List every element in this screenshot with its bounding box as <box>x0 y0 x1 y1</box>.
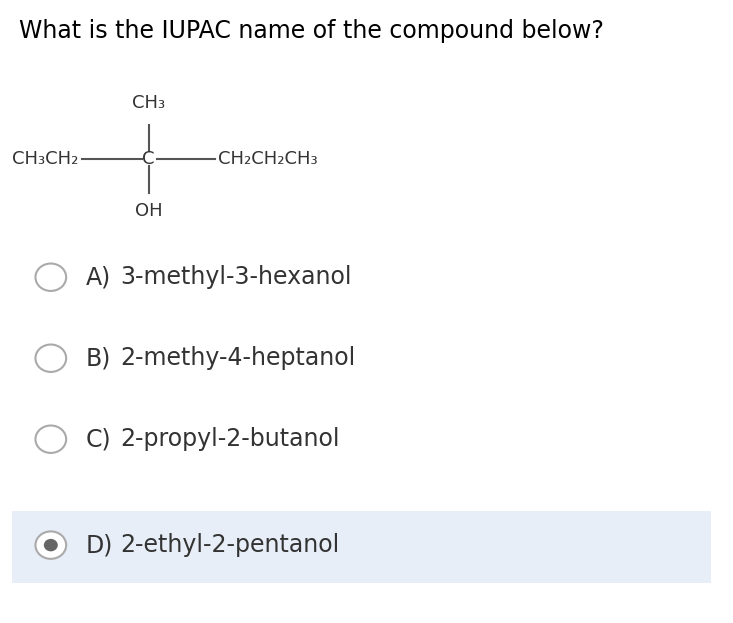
Circle shape <box>35 426 66 453</box>
Circle shape <box>35 345 66 372</box>
Text: CH₃: CH₃ <box>132 94 165 112</box>
Text: D): D) <box>86 533 113 557</box>
Text: C): C) <box>86 427 111 451</box>
Circle shape <box>44 539 58 551</box>
Text: CH₃CH₂: CH₃CH₂ <box>12 150 78 168</box>
Text: 2-ethyl-2-pentanol: 2-ethyl-2-pentanol <box>121 533 340 557</box>
Text: 2-propyl-2-butanol: 2-propyl-2-butanol <box>121 427 340 451</box>
FancyBboxPatch shape <box>12 511 710 583</box>
Text: 3-methyl-3-hexanol: 3-methyl-3-hexanol <box>121 265 352 289</box>
Text: OH: OH <box>135 202 162 221</box>
Circle shape <box>35 264 66 291</box>
Text: B): B) <box>86 346 111 370</box>
Circle shape <box>35 531 66 559</box>
Text: What is the IUPAC name of the compound below?: What is the IUPAC name of the compound b… <box>19 19 604 43</box>
Text: A): A) <box>86 265 111 289</box>
Text: CH₂CH₂CH₃: CH₂CH₂CH₃ <box>218 150 318 168</box>
Text: C: C <box>142 150 155 168</box>
Text: 2-methy-4-heptanol: 2-methy-4-heptanol <box>121 346 356 370</box>
